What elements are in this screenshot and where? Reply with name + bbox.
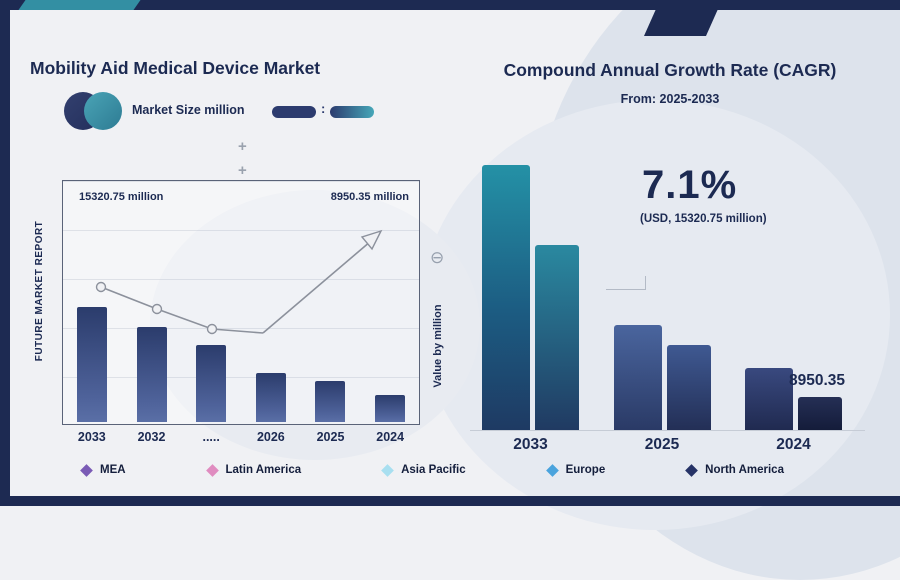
cagr-bar	[535, 245, 579, 430]
legend-item: Europe	[545, 463, 606, 477]
right-axis-line	[470, 430, 865, 431]
diamond-icon	[205, 463, 219, 477]
cagr-bar	[666, 345, 711, 430]
x-axis-label: 2025	[316, 430, 345, 444]
cagr-title: Compound Annual Growth Rate (CAGR)	[503, 60, 837, 80]
value-label-2024: 8950.35 million	[330, 191, 409, 203]
frame-bottom-bar	[0, 496, 900, 506]
x-axis-label: 2033	[513, 436, 548, 453]
plus-icon: +	[238, 162, 247, 179]
sphere-teal-half	[84, 92, 122, 130]
decorative-bracket	[606, 276, 646, 290]
legend-label: Europe	[565, 464, 606, 476]
diamond-icon	[381, 463, 394, 477]
legend-item: Asia Pacific	[381, 463, 466, 477]
market-size-label: Market Size million	[132, 103, 245, 117]
value-by-million-label: Value by million	[432, 304, 444, 388]
frame-top-bar	[0, 0, 900, 10]
legend-label: MEA	[100, 464, 126, 476]
market-size-bar	[136, 327, 167, 422]
diamond-icon	[545, 463, 559, 477]
teal-pill-icon	[330, 106, 374, 118]
legend-label: Latin America	[225, 464, 302, 476]
future-market-report-label: FUTURE MARKET REPORT	[34, 220, 45, 362]
right-bars	[482, 160, 842, 430]
diamond-icon	[685, 463, 699, 477]
gridlines	[63, 181, 419, 424]
circle-minus-icon: ⊖	[430, 248, 445, 267]
market-size-bar	[255, 373, 286, 422]
legend-label: North America	[705, 464, 784, 476]
cagr-bar	[798, 397, 842, 430]
market-size-bar	[374, 395, 405, 422]
x-axis-label: 2024	[776, 436, 811, 453]
x-axis-label: 2026	[256, 430, 285, 444]
cagr-bar	[482, 165, 530, 430]
cagr-value: 7.1%	[642, 163, 738, 207]
frame-left-bar	[0, 0, 10, 506]
left-chart-panel: 15320.75 million 8950.35 million	[62, 180, 420, 425]
right-xlabels: 2033 2025 2024	[482, 436, 842, 454]
bar-group-2025	[613, 325, 711, 430]
plus-icon: +	[238, 138, 247, 155]
cagr-bar	[745, 368, 793, 430]
page-title: Mobility Aid Medical Device Market	[30, 58, 321, 78]
x-axis-label: .....	[202, 430, 220, 444]
left-bars	[77, 292, 405, 422]
cagr-bar	[613, 325, 662, 430]
x-axis-label: 2032	[137, 430, 166, 444]
teal-accent-strip	[18, 0, 141, 10]
bar-value-label: 8950.35	[789, 372, 846, 389]
region-legend: MEA Latin America Asia Pacific Europe North …	[80, 463, 784, 477]
legend-label: Asia Pacific	[401, 464, 466, 476]
value-label-2033: 15320.75 million	[79, 191, 164, 203]
legend-item: MEA	[80, 463, 126, 477]
navy-pill-icon	[272, 106, 316, 118]
left-xlabels: 2033 2032..... 2026 2025 2024	[62, 430, 420, 444]
cagr-note: (USD, 15320.75 million)	[640, 213, 767, 225]
pill-separator: :	[321, 101, 326, 116]
trend-arrow	[95, 229, 383, 335]
legend-item: Latin America	[205, 463, 302, 477]
diamond-icon	[80, 463, 93, 477]
bar-group-2024	[745, 368, 842, 430]
market-size-bar	[196, 345, 227, 422]
x-axis-label: 2033	[77, 430, 106, 444]
x-axis-label: 2025	[644, 436, 680, 453]
market-size-bar	[77, 307, 107, 422]
market-size-bar	[315, 381, 346, 422]
sphere-legend-icon	[64, 92, 122, 130]
x-axis-label: 2024	[376, 430, 405, 444]
legend-item: North America	[685, 463, 784, 477]
cagr-subtitle: From: 2025-2033	[620, 92, 720, 106]
bar-group-2033	[482, 165, 579, 430]
